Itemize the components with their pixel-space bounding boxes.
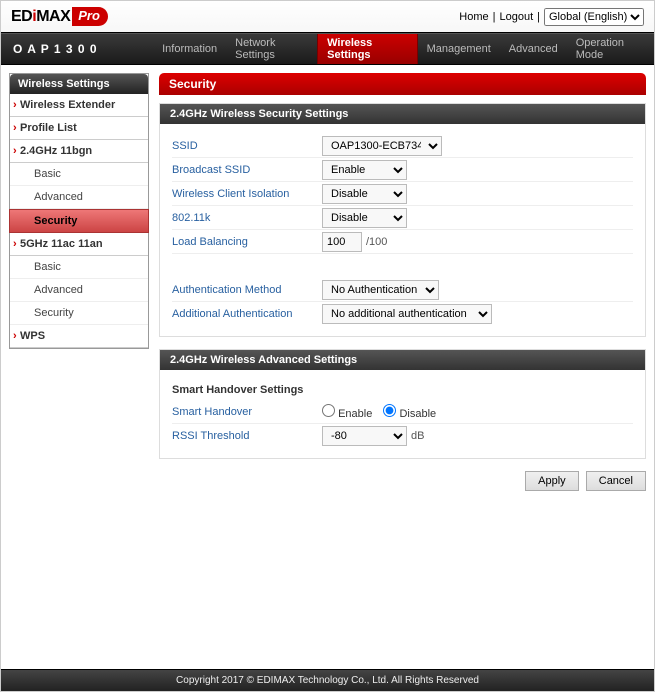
button-bar: Apply Cancel [159,471,646,491]
pro-badge: Pro [72,7,108,26]
sidebar-sub-security[interactable]: Security [10,302,148,325]
sidebar-item-profile-list[interactable]: Profile List [10,117,148,140]
sidebar: Wireless Settings Wireless ExtenderProfi… [9,73,149,349]
isolation-select[interactable]: Disable [322,184,407,204]
enable-radio-label[interactable]: Enable [322,408,372,420]
nav-advanced[interactable]: Advanced [500,34,567,64]
sidebar-item-wps[interactable]: WPS [10,325,148,348]
sidebar-sub-advanced[interactable]: Advanced [10,186,148,209]
sidebar-sub-advanced[interactable]: Advanced [10,279,148,302]
nav-management[interactable]: Management [418,34,500,64]
nav-wireless-settings[interactable]: Wireless Settings [317,34,417,64]
advanced-panel: 2.4GHz Wireless Advanced Settings Smart … [159,349,646,459]
logout-link[interactable]: Logout [499,11,533,23]
auth-select[interactable]: No Authentication [322,280,439,300]
page-title: Security [159,73,646,95]
rssi-select[interactable]: -80 [322,426,407,446]
logo: EDiMAX Pro [11,7,108,26]
sidebar-sub-basic[interactable]: Basic [10,163,148,186]
load-label: Load Balancing [172,233,322,251]
auth-label: Authentication Method [172,281,322,299]
nav-information[interactable]: Information [153,34,226,64]
panel1-title: 2.4GHz Wireless Security Settings [160,104,645,124]
model-name: O A P 1 3 0 0 [1,34,153,64]
rssi-label: RSSI Threshold [172,427,322,445]
home-link[interactable]: Home [459,11,488,23]
handover-label: Smart Handover [172,403,322,421]
top-right-links: Home | Logout | Global (English) [459,8,644,26]
enable-radio[interactable] [322,404,335,417]
sidebar-item-5ghz-11ac-11an[interactable]: 5GHz 11ac 11an [10,233,148,256]
ssid-label: SSID [172,137,322,155]
handover-subhead: Smart Handover Settings [172,380,633,400]
k-select[interactable]: Disable [322,208,407,228]
broadcast-label: Broadcast SSID [172,161,322,179]
security-panel: 2.4GHz Wireless Security Settings SSID O… [159,103,646,337]
addauth-select[interactable]: No additional authentication [322,304,492,324]
sidebar-sub-basic[interactable]: Basic [10,256,148,279]
isolation-label: Wireless Client Isolation [172,185,322,203]
ssid-select[interactable]: OAP1300-ECB734_G [322,136,442,156]
cancel-button[interactable]: Cancel [586,471,646,491]
addauth-label: Additional Authentication [172,305,322,323]
disable-radio-label[interactable]: Disable [383,408,436,420]
language-select[interactable]: Global (English) [544,8,644,26]
footer: Copyright 2017 © EDIMAX Technology Co., … [1,669,654,691]
apply-button[interactable]: Apply [525,471,579,491]
nav-operation-mode[interactable]: Operation Mode [567,34,654,64]
load-input[interactable] [322,232,362,252]
main-content: Security 2.4GHz Wireless Security Settin… [159,73,646,661]
broadcast-select[interactable]: Enable [322,160,407,180]
navbar: O A P 1 3 0 0 InformationNetwork Setting… [1,33,654,65]
panel2-title: 2.4GHz Wireless Advanced Settings [160,350,645,370]
k-label: 802.11k [172,209,322,227]
disable-radio[interactable] [383,404,396,417]
sidebar-item-wireless-extender[interactable]: Wireless Extender [10,94,148,117]
topbar: EDiMAX Pro Home | Logout | Global (Engli… [1,1,654,33]
nav-network-settings[interactable]: Network Settings [226,34,317,64]
sidebar-sub-security[interactable]: Security [9,209,149,233]
sidebar-item-2-4ghz-11bgn[interactable]: 2.4GHz 11bgn [10,140,148,163]
sidebar-title: Wireless Settings [10,74,148,94]
